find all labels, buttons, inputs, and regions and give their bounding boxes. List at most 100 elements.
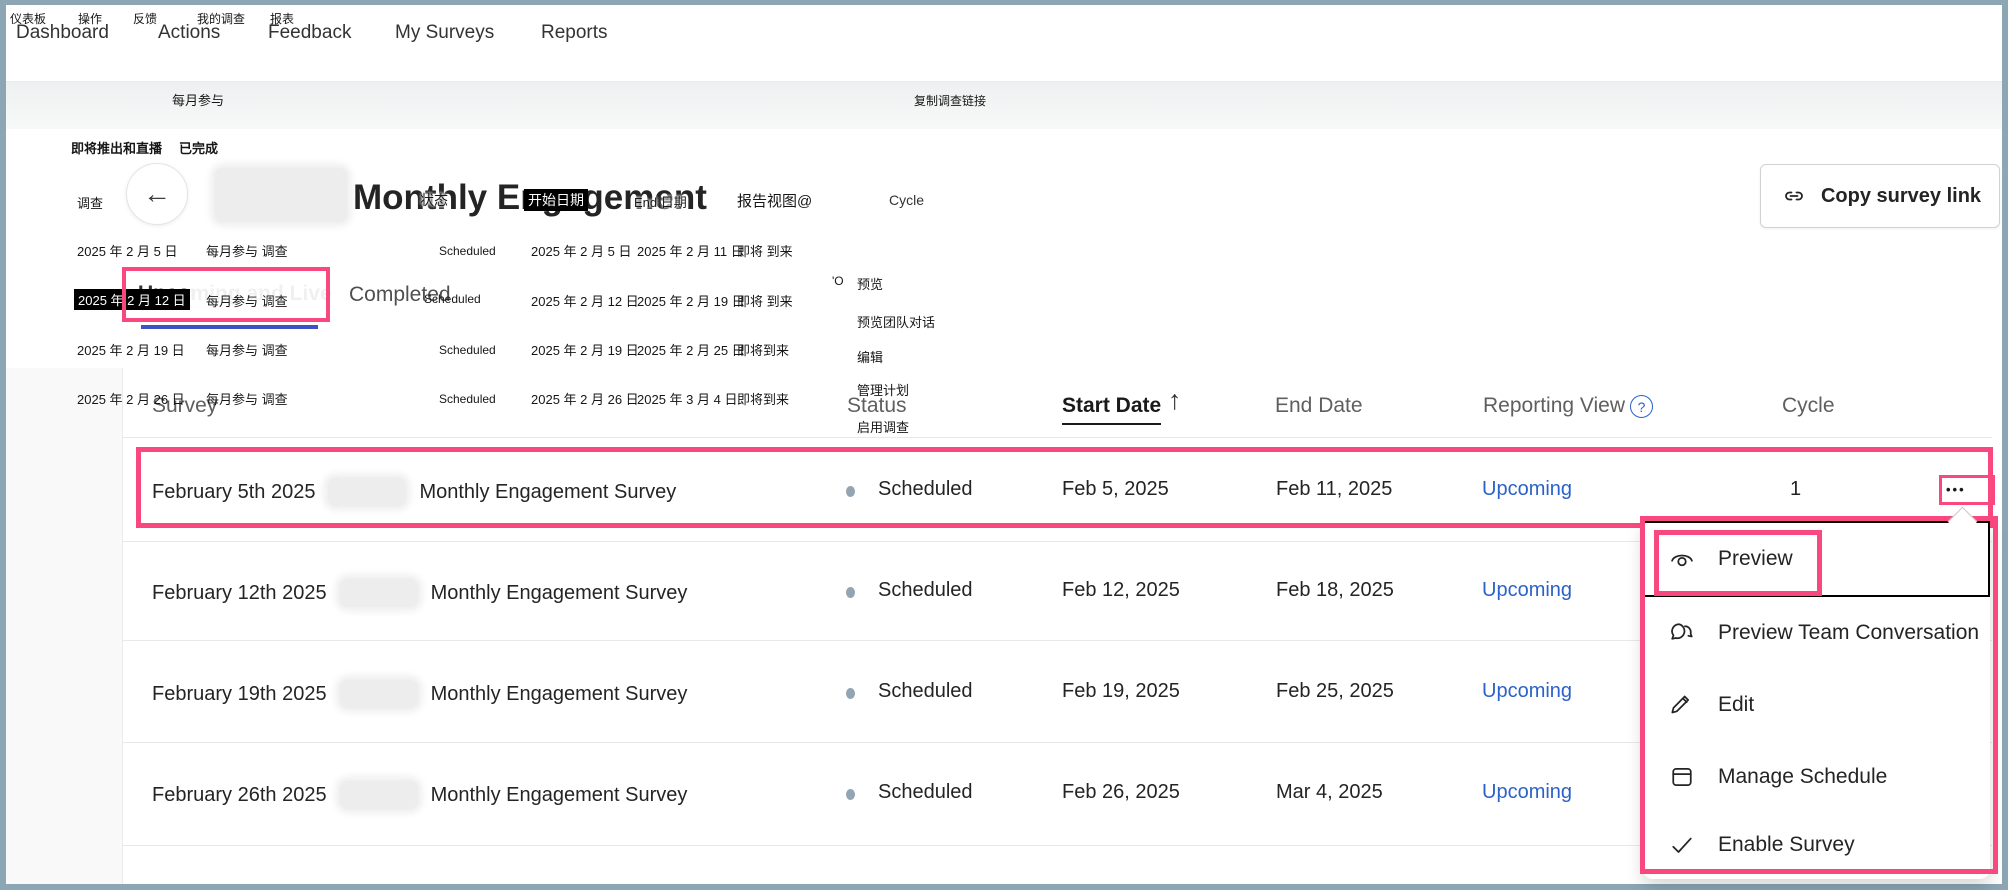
ghost-status-header: 状态 [420,192,448,208]
ghost-start-date-highlight: 开始日期 [524,189,588,211]
help-icon[interactable]: ? [1630,395,1653,418]
page-header-band [6,81,2002,129]
column-header-start-date[interactable]: Start Date [1062,394,1162,425]
nav-item-dashboard[interactable]: Dashboard [16,22,109,43]
survey-name-suffix: Monthly Engagement Survey [419,480,677,503]
survey-name-suffix: Monthly Engagement Survey [430,682,688,705]
ghost-row-end: 2025 年 2 月 25 日 [637,343,745,358]
menu-item-label: Preview [1718,547,1793,570]
more-actions-button[interactable]: ••• [1946,482,1966,497]
check-icon [1672,837,1692,853]
survey-name-cell: February 12th 2025 Monthly Engagement Su… [152,578,687,608]
row-separator [122,742,1992,743]
column-header-survey: Survey [152,394,218,417]
status-dot [846,486,855,497]
ghost-menu-edit: 编辑 [857,350,884,365]
ghost-row-date: 2025 年 2 月 26 日 [77,392,185,407]
copy-survey-link-button[interactable]: Copy survey link [1760,164,2000,228]
end-date-value: Feb 18, 2025 [1276,579,1394,601]
row-separator [122,845,1992,846]
column-header-status: Status [847,394,907,417]
cycle-value: 1 [1790,478,1802,500]
ghost-row-reporting: 即将 到来 [737,244,793,259]
start-date-value: Feb 26, 2025 [1062,781,1180,803]
ghost-nav-actions: 操作 [78,12,103,26]
start-date-value: Feb 12, 2025 [1062,579,1180,601]
link-icon [1785,191,1803,201]
ghost-row-end: 2025 年 3 月 4 日 [637,392,738,407]
ghost-menu-preview-team: 预览团队对话 [857,315,936,330]
survey-name-cell: February 26th 2025 Monthly Engagement Su… [152,780,687,810]
ghost-nav-feedback: 反馈 [133,12,158,26]
ghost-nav-my-surveys: 我的调查 [197,12,246,26]
nav-item-reports[interactable]: Reports [541,22,608,43]
reporting-view-link[interactable]: Upcoming [1482,478,1573,500]
redacted-survey-name [215,168,347,222]
ghost-row-survey: 每月参与 调查 [206,244,288,259]
menu-item-preview-team-conversation[interactable]: Preview Team Conversation [1643,597,1988,669]
left-gutter [6,368,123,884]
ghost-row-start: 2025 年 2 月 5 日 [531,244,632,259]
ghost-row-reporting: 即将 到来 [737,294,793,309]
ghost-eye-artifact: 'O [832,274,844,288]
calendar-icon [1672,767,1692,787]
end-date-value: Feb 11, 2025 [1276,478,1393,500]
redacted-text [339,579,418,607]
survey-name-suffix: Monthly Engagement Survey [430,783,688,806]
row-separator [122,437,1992,438]
survey-name-prefix: February 26th 2025 [152,783,327,806]
ghost-row-survey: 每月参与 调查 [206,343,288,358]
start-date-value: Feb 5, 2025 [1062,478,1169,500]
status-value: Scheduled [878,680,973,702]
reporting-view-link[interactable]: Upcoming [1482,781,1573,803]
column-header-end-date: End Date [1275,394,1363,417]
ghost-nav-dashboard: 仪表板 [10,12,47,26]
status-dot [846,587,855,598]
reporting-view-link[interactable]: Upcoming [1482,579,1573,601]
back-button[interactable]: ← [126,163,188,225]
nav-item-feedback[interactable]: Feedback [268,22,352,43]
ghost-end-date-header: End 日期 [634,195,687,210]
status-dot [846,789,855,800]
ghost-row-start: 2025 年 2 月 26 日 [531,392,639,407]
menu-item-manage-schedule[interactable]: Manage Schedule [1643,741,1988,813]
ghost-band-title: 每月参与 [172,93,225,108]
status-value: Scheduled [878,781,973,803]
start-date-value: Feb 19, 2025 [1062,680,1180,702]
reporting-view-link[interactable]: Upcoming [1482,680,1573,702]
menu-item-edit[interactable]: Edit [1643,669,1988,741]
ghost-nav-reports: 报表 [270,12,295,26]
tab-completed[interactable]: Completed [349,283,451,306]
nav-item-actions[interactable]: Actions [158,22,221,43]
column-header-reporting-view: Reporting View [1483,394,1626,417]
redacted-text [339,680,418,708]
menu-item-enable-survey[interactable]: Enable Survey [1643,813,1988,877]
ghost-row-status: Scheduled [439,244,496,258]
menu-item-label: Preview Team Conversation [1718,621,1980,644]
annotation-box-menu [1640,516,1998,874]
ghost-band-copy-link: 复制调查链接 [914,94,987,108]
ghost-row-status: Scheduled [439,392,496,406]
survey-name-cell: February 5th 2025 Monthly Engagement Sur… [152,477,676,507]
ghost-scheduled-over-completed: Scheduled [424,292,481,306]
nav-item-my-surveys[interactable]: My Surveys [395,22,495,43]
survey-name-prefix: February 19th 2025 [152,682,327,705]
row-separator [122,640,1992,641]
survey-name-prefix: February 5th 2025 [152,480,316,503]
copy-survey-link-label: Copy survey link [1820,184,1982,207]
ghost-row-date: 2025 年 2 月 5 日 [77,244,178,259]
annotation-box-tab [122,267,330,322]
annotation-box-preview-item [1654,530,1822,596]
row-separator [122,541,1992,542]
annotation-box-more-button [1939,475,1995,505]
survey-name-suffix: Monthly Engagement Survey [430,581,688,604]
sort-ascending-icon[interactable]: ↑ [1168,385,1182,415]
ghost-tab-upcoming-live: 即将推出和直播 [71,141,163,156]
ghost-date-highlight: 2025 年 2 月 12 日 [74,289,190,310]
ghost-row-end: 2025 年 2 月 11 日 [637,244,744,259]
status-value: Scheduled [878,579,973,601]
ghost-tab-completed: 已完成 [179,141,219,156]
ghost-row-survey: 每月参与 调查 [206,392,288,407]
menu-item-preview[interactable]: Preview [1643,523,1988,595]
